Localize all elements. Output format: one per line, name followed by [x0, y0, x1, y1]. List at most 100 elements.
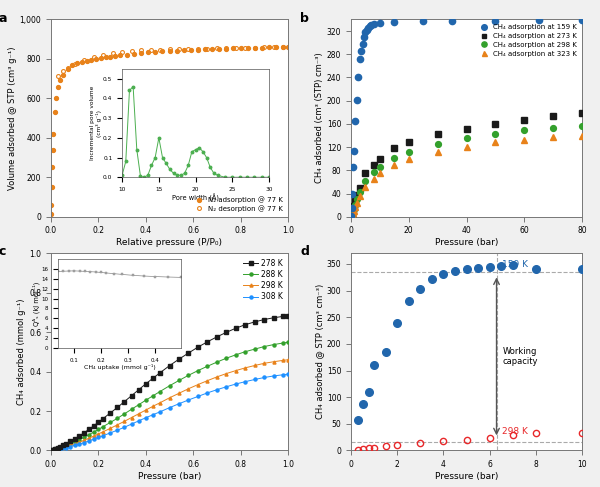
N₂ adsorption @ 77 K	[223, 46, 230, 52]
CH₄ adsorption at 159 K	[535, 17, 542, 23]
278 K	[100, 415, 107, 421]
CH₄ adsorption at 159 K	[348, 205, 355, 211]
308 K	[121, 424, 128, 430]
N₂ desorption @ 77 K	[232, 45, 239, 51]
CH₄ adsorption at 323 K	[347, 214, 355, 220]
278 K	[57, 444, 64, 450]
278 K	[280, 314, 287, 319]
N₂ adsorption @ 77 K	[92, 56, 100, 62]
308 K	[185, 397, 192, 403]
308 K	[67, 444, 74, 450]
308 K	[55, 447, 62, 452]
CH₄ adsorption at 298 K	[347, 214, 355, 220]
CH₄ adsorption at 323 K	[521, 137, 528, 143]
288 K	[114, 415, 121, 421]
N₂ desorption @ 77 K	[223, 45, 230, 51]
298 K	[51, 447, 58, 453]
288 K	[80, 434, 88, 440]
CH₄ adsorption at 273 K	[434, 131, 441, 137]
298 K	[204, 378, 211, 384]
N₂ desorption @ 77 K	[251, 45, 259, 51]
288 K	[185, 373, 192, 378]
308 K	[166, 405, 173, 411]
Text: b: b	[300, 12, 309, 24]
CH₄ adsorption at 273 K	[376, 156, 383, 162]
278 K	[261, 317, 268, 322]
288 K	[76, 437, 83, 443]
288 K	[100, 424, 107, 430]
CH₄ adsorption at 323 K	[350, 210, 357, 216]
N₂ adsorption @ 77 K	[166, 48, 173, 54]
CH₄ adsorption at 273 K	[405, 140, 412, 146]
278 K	[157, 370, 164, 375]
308 K	[114, 427, 121, 433]
N₂ adsorption @ 77 K	[272, 44, 280, 50]
CH₄ adsorption at 273 K	[348, 212, 355, 218]
CH₄ adsorption at 159 K	[578, 17, 586, 23]
288 K	[59, 444, 67, 450]
278 K	[59, 442, 67, 448]
288 K	[95, 427, 102, 432]
N₂ adsorption @ 77 K	[123, 52, 130, 57]
298 K	[71, 441, 79, 447]
278 K	[270, 315, 277, 320]
CH₄ adsorption at 298 K	[348, 213, 355, 219]
N₂ adsorption @ 77 K	[102, 55, 109, 60]
N₂ desorption @ 77 K	[64, 65, 71, 71]
Line: CH₄ adsorption at 159 K: CH₄ adsorption at 159 K	[348, 17, 585, 219]
298 K	[57, 446, 64, 451]
288 K	[51, 447, 58, 452]
N₂ adsorption @ 77 K	[116, 53, 124, 58]
CH₄ adsorption at 298 K	[352, 202, 359, 207]
CH₄ adsorption at 298 K	[362, 178, 369, 184]
288 K	[175, 377, 182, 383]
308 K	[284, 371, 292, 377]
CH₄ adsorption at 159 K	[366, 23, 373, 29]
N₂ adsorption @ 77 K	[69, 62, 76, 68]
298 K	[95, 431, 102, 437]
308 K	[49, 448, 56, 453]
N₂ adsorption @ 77 K	[202, 46, 209, 52]
N₂ adsorption @ 77 K	[130, 51, 137, 56]
CH₄ adsorption at 159 K	[358, 49, 365, 55]
308 K	[157, 409, 164, 415]
Text: a: a	[0, 12, 7, 24]
278 K	[50, 447, 57, 453]
278 K	[175, 356, 182, 362]
N₂ adsorption @ 77 K	[78, 59, 85, 65]
N₂ adsorption @ 77 K	[244, 45, 251, 51]
CH₄ adsorption at 298 K	[492, 131, 499, 137]
CH₄ adsorption at 298 K	[434, 141, 441, 147]
298 K	[149, 403, 157, 409]
CH₄ adsorption at 159 K	[350, 148, 358, 154]
278 K	[284, 313, 292, 318]
298 K	[261, 360, 268, 366]
288 K	[270, 342, 277, 348]
N₂ adsorption @ 77 K	[194, 47, 202, 53]
CH₄ adsorption at 323 K	[348, 213, 355, 219]
N₂ adsorption @ 77 K	[209, 46, 216, 52]
N₂ desorption @ 77 K	[166, 47, 173, 53]
288 K	[223, 355, 230, 361]
278 K	[185, 350, 192, 356]
CH₄ adsorption at 323 K	[492, 140, 499, 146]
Legend: CH₄ adsorption at 159 K, CH₄ adsorption at 273 K, CH₄ adsorption at 298 K, CH₄ a: CH₄ adsorption at 159 K, CH₄ adsorption …	[476, 23, 578, 58]
288 K	[157, 389, 164, 394]
278 K	[95, 419, 102, 425]
CH₄ adsorption at 273 K	[578, 111, 586, 116]
N₂ desorption @ 77 K	[204, 46, 211, 52]
298 K	[52, 447, 59, 452]
N₂ desorption @ 77 K	[194, 46, 202, 52]
CH₄ adsorption at 273 K	[362, 170, 369, 176]
298 K	[214, 374, 221, 380]
N₂ adsorption @ 77 K	[137, 50, 145, 56]
N₂ desorption @ 77 K	[119, 49, 126, 55]
N₂ desorption @ 77 K	[280, 44, 287, 50]
298 K	[59, 445, 67, 450]
CH₄ adsorption at 159 K	[363, 27, 370, 33]
CH₄ adsorption at 298 K	[578, 123, 586, 129]
N₂ adsorption @ 77 K	[180, 47, 187, 53]
CH₄ adsorption at 273 K	[391, 145, 398, 151]
Text: 159 K: 159 K	[502, 260, 529, 269]
N₂ desorption @ 77 K	[270, 44, 277, 50]
